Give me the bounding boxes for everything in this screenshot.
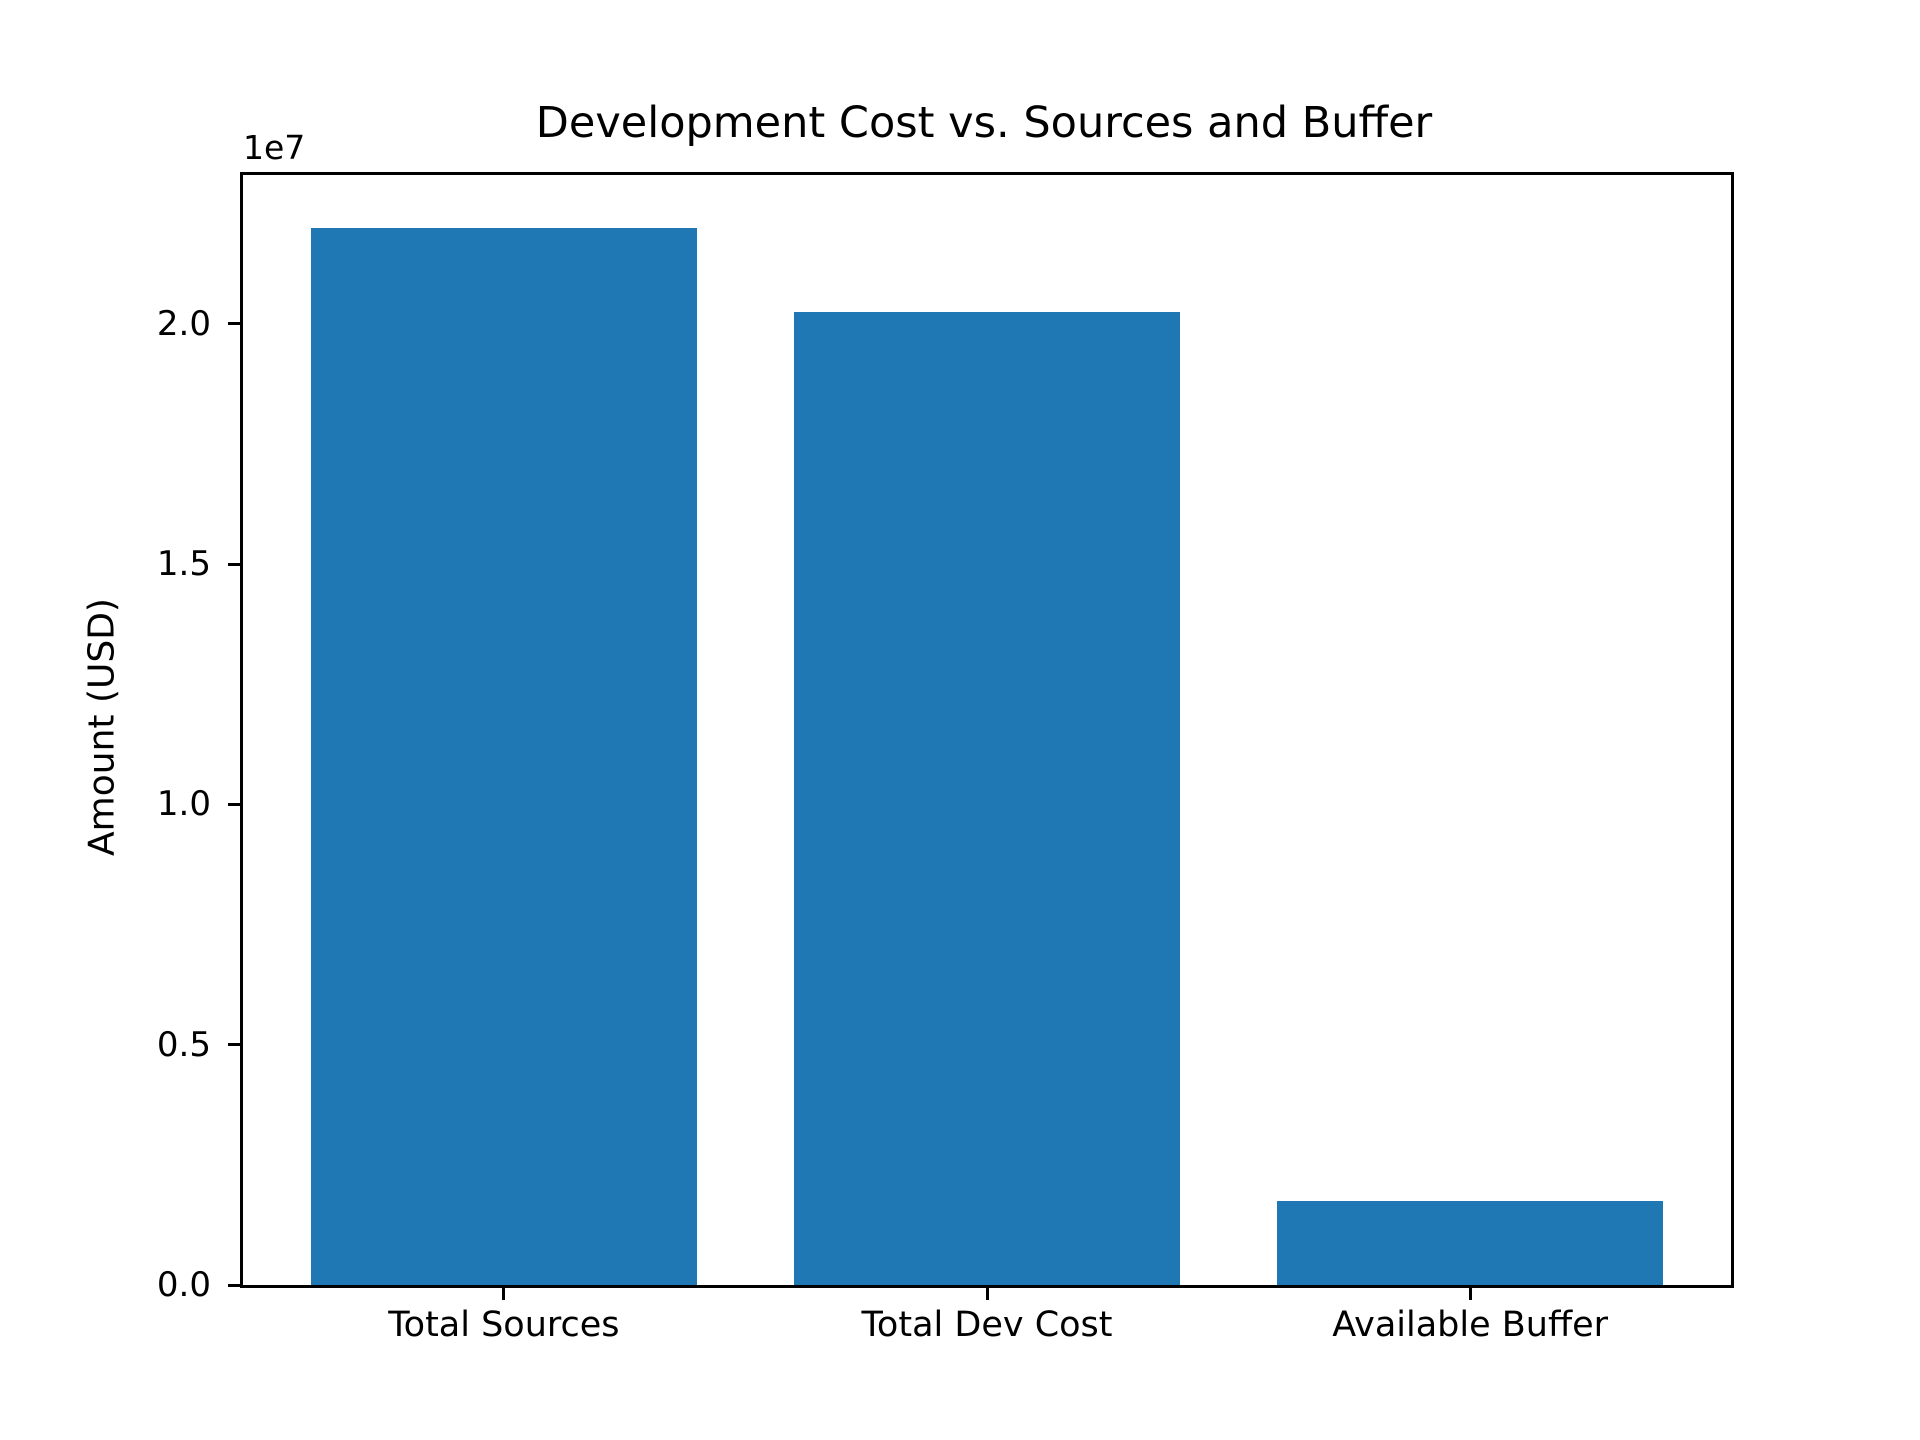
chart-title: Development Cost vs. Sources and Buffer — [535, 98, 1433, 148]
y-axis-offset-text: 1e7 — [243, 128, 306, 167]
y-tick-mark — [228, 802, 240, 806]
x-tick-label: Available Buffer — [1332, 1305, 1608, 1345]
y-tick-label: 2.0 — [156, 303, 211, 344]
y-tick-mark — [228, 562, 240, 566]
plot-area: 0.0 0.5 1.0 1.5 2.0 Total Sources Total Dev Co… — [157, 172, 1734, 1345]
x-tick-mark — [1468, 1288, 1472, 1300]
y-tick-label: 1.5 — [156, 544, 211, 585]
y-tick-label: 0.5 — [156, 1024, 211, 1065]
bar-total-dev-cost — [793, 311, 1181, 1285]
x-tick-label: Total Sources — [388, 1305, 620, 1345]
x-tick-mark — [985, 1288, 989, 1300]
y-tick-mark — [228, 1283, 240, 1287]
bar-available-buffer — [1276, 1200, 1664, 1285]
x-tick-label: Total Dev Cost — [861, 1305, 1113, 1345]
x-tick-mark — [502, 1288, 506, 1300]
y-tick-mark — [228, 322, 240, 326]
bar-total-sources — [310, 227, 698, 1285]
y-tick-label: 0.0 — [156, 1265, 211, 1305]
y-tick-mark — [228, 1043, 240, 1047]
y-tick-label: 1.0 — [156, 784, 211, 825]
